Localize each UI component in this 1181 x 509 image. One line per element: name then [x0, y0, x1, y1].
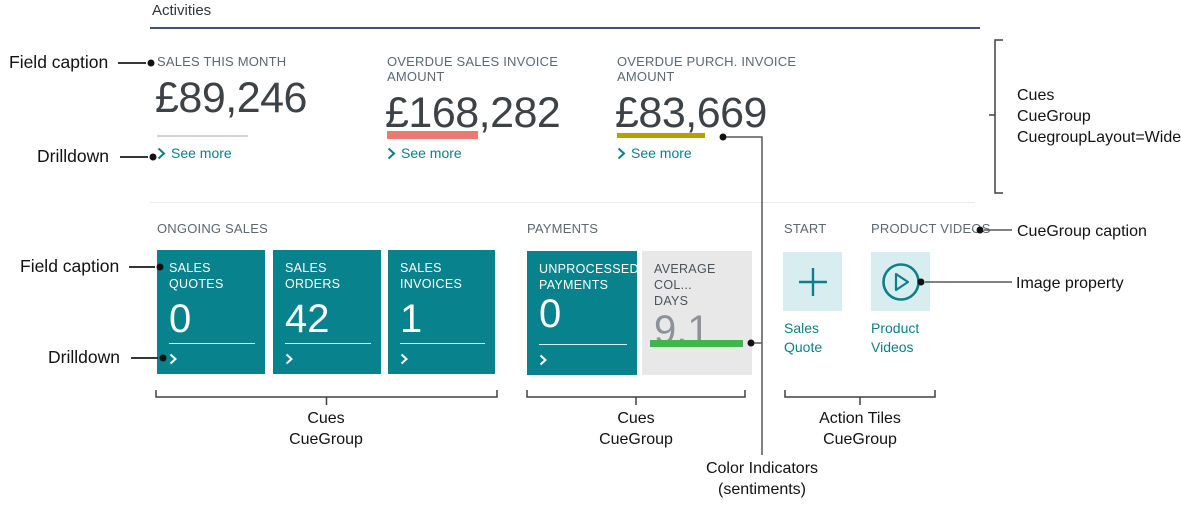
annotation-line: CueGroup	[1017, 108, 1091, 125]
cue-tile-average-collection-days[interactable]: AVERAGE COL... DAYS 9.1	[642, 251, 752, 375]
caption-line: PAYMENTS	[539, 278, 609, 292]
cue-value: £83,669	[615, 89, 767, 137]
chevron-right-icon	[539, 354, 547, 366]
annotation-ongoing-bracket-label: Cues CueGroup	[226, 408, 426, 450]
tile-divider	[400, 343, 485, 344]
chevron-right-icon	[617, 147, 626, 159]
color-indicator-ambiguous	[617, 133, 705, 138]
cue-tile-caption: UNPROCESSED PAYMENTS	[539, 261, 639, 293]
cue-tile-unprocessed-payments[interactable]: UNPROCESSED PAYMENTS 0	[527, 251, 639, 375]
ongoing-sales-bracket	[155, 390, 498, 405]
cuegroup-caption-start: START	[784, 221, 827, 236]
cue-tile-caption: SALES INVOICES	[400, 261, 463, 291]
chevron-right-icon	[157, 147, 166, 159]
annotation-line: Cues	[1017, 87, 1055, 104]
annotation-line: Color Indicators	[705, 460, 819, 477]
annotation-line: Cues	[617, 410, 655, 427]
annotation-drilldown-tile: Drilldown	[48, 347, 120, 367]
cuegroup-caption-ongoing-sales: ONGOING SALES	[157, 221, 268, 236]
play-icon	[881, 262, 920, 301]
annotation-payments-bracket-label: Cues CueGroup	[536, 408, 736, 450]
annotation-line: Cues	[307, 410, 345, 427]
cuegroup-caption-payments: PAYMENTS	[527, 221, 599, 236]
cue-overdue-sales-invoice: OVERDUE SALES INVOICE AMOUNT £168,282 Se…	[385, 54, 613, 166]
action-tile-sales-quote[interactable]	[783, 252, 842, 311]
drilldown-top-dot	[149, 153, 157, 161]
cue-tile-caption: SALES QUOTES	[169, 261, 224, 291]
plus-icon	[798, 267, 827, 296]
chevron-right-icon	[400, 353, 408, 365]
cue-sales-this-month: SALES THIS MONTH £89,246 See more	[155, 54, 383, 166]
cue-field-caption: OVERDUE SALES INVOICE AMOUNT	[387, 54, 559, 84]
action-tiles-bracket	[784, 390, 936, 405]
caption-line: UNPROCESSED	[539, 262, 639, 276]
chevron-right-icon	[285, 353, 293, 365]
chevron-right-icon	[169, 353, 177, 365]
see-more-link[interactable]: See more	[617, 145, 692, 161]
cue-field-caption: OVERDUE PURCH. INVOICE AMOUNT	[617, 54, 797, 84]
color-indicator-neutral	[157, 135, 248, 137]
caption-line: DAYS	[654, 294, 689, 308]
annotation-cuegroup-caption: CueGroup caption	[1017, 223, 1147, 240]
cue-tile-value: 1	[400, 297, 423, 341]
tile-divider	[169, 343, 255, 344]
action-tile-label-product-videos[interactable]: Product Videos	[871, 320, 920, 355]
section-divider	[150, 202, 975, 203]
page-title: Activities	[152, 2, 212, 19]
annotation-drilldown-top: Drilldown	[37, 146, 109, 166]
annotation-line: CueGroup	[823, 431, 897, 448]
cuegroup-caption-product-videos: PRODUCT VIDEOS	[871, 221, 991, 236]
cue-overdue-purch-invoice: OVERDUE PURCH. INVOICE AMOUNT £83,669 Se…	[615, 54, 843, 166]
title-underline	[150, 27, 980, 29]
annotation-field-caption-tile: Field caption	[20, 256, 120, 276]
action-tile-product-videos[interactable]	[871, 252, 930, 311]
cue-value: £89,246	[155, 74, 307, 122]
annotation-line: (sentiments)	[717, 481, 807, 498]
cue-tile-caption: AVERAGE COL... DAYS	[654, 261, 742, 309]
action-tile-label-sales-quote[interactable]: Sales Quote	[784, 320, 823, 355]
color-indicator-favorable	[650, 340, 743, 347]
cue-field-caption: SALES THIS MONTH	[157, 54, 287, 69]
caption-line: AVERAGE COL...	[654, 262, 716, 292]
annotation-field-caption-top: Field caption	[9, 52, 109, 72]
cue-tile-caption: SALES ORDERS	[285, 261, 341, 291]
annotation-line: Action Tiles	[819, 410, 901, 427]
see-more-label: See more	[401, 145, 462, 161]
cue-tile-sales-orders[interactable]: SALES ORDERS 42	[273, 250, 381, 374]
see-more-label: See more	[631, 145, 692, 161]
annotation-color-indicators: Color Indicators (sentiments)	[662, 458, 862, 500]
field-caption-top-dot	[147, 59, 155, 67]
cue-tile-sales-invoices[interactable]: SALES INVOICES 1	[388, 250, 495, 374]
color-indicator-unfavorable	[387, 131, 478, 139]
annotation-line: CueGroup	[599, 431, 673, 448]
tile-divider	[539, 344, 627, 345]
annotation-image-property: Image property	[1016, 275, 1124, 292]
cue-value: £168,282	[385, 89, 561, 137]
annotation-action-tiles-bracket-label: Action Tiles CueGroup	[760, 408, 960, 450]
payments-bracket	[526, 390, 746, 405]
cue-tile-value: 0	[539, 292, 562, 336]
annotation-line: CueGroup	[289, 431, 363, 448]
annotation-line: CuegroupLayout=Wide	[1017, 129, 1181, 146]
chevron-right-icon	[387, 147, 396, 159]
cue-tile-value: 0	[169, 297, 192, 341]
see-more-label: See more	[171, 145, 232, 161]
see-more-link[interactable]: See more	[387, 145, 462, 161]
cue-tile-value: 42	[285, 297, 330, 341]
tile-divider	[285, 343, 371, 344]
annotation-wide-cues-bracket-label: Cues CueGroup CuegroupLayout=Wide	[1017, 85, 1181, 148]
wide-cues-bracket	[989, 39, 1003, 194]
see-more-link[interactable]: See more	[157, 145, 232, 161]
cue-tile-sales-quotes[interactable]: SALES QUOTES 0	[157, 250, 265, 374]
